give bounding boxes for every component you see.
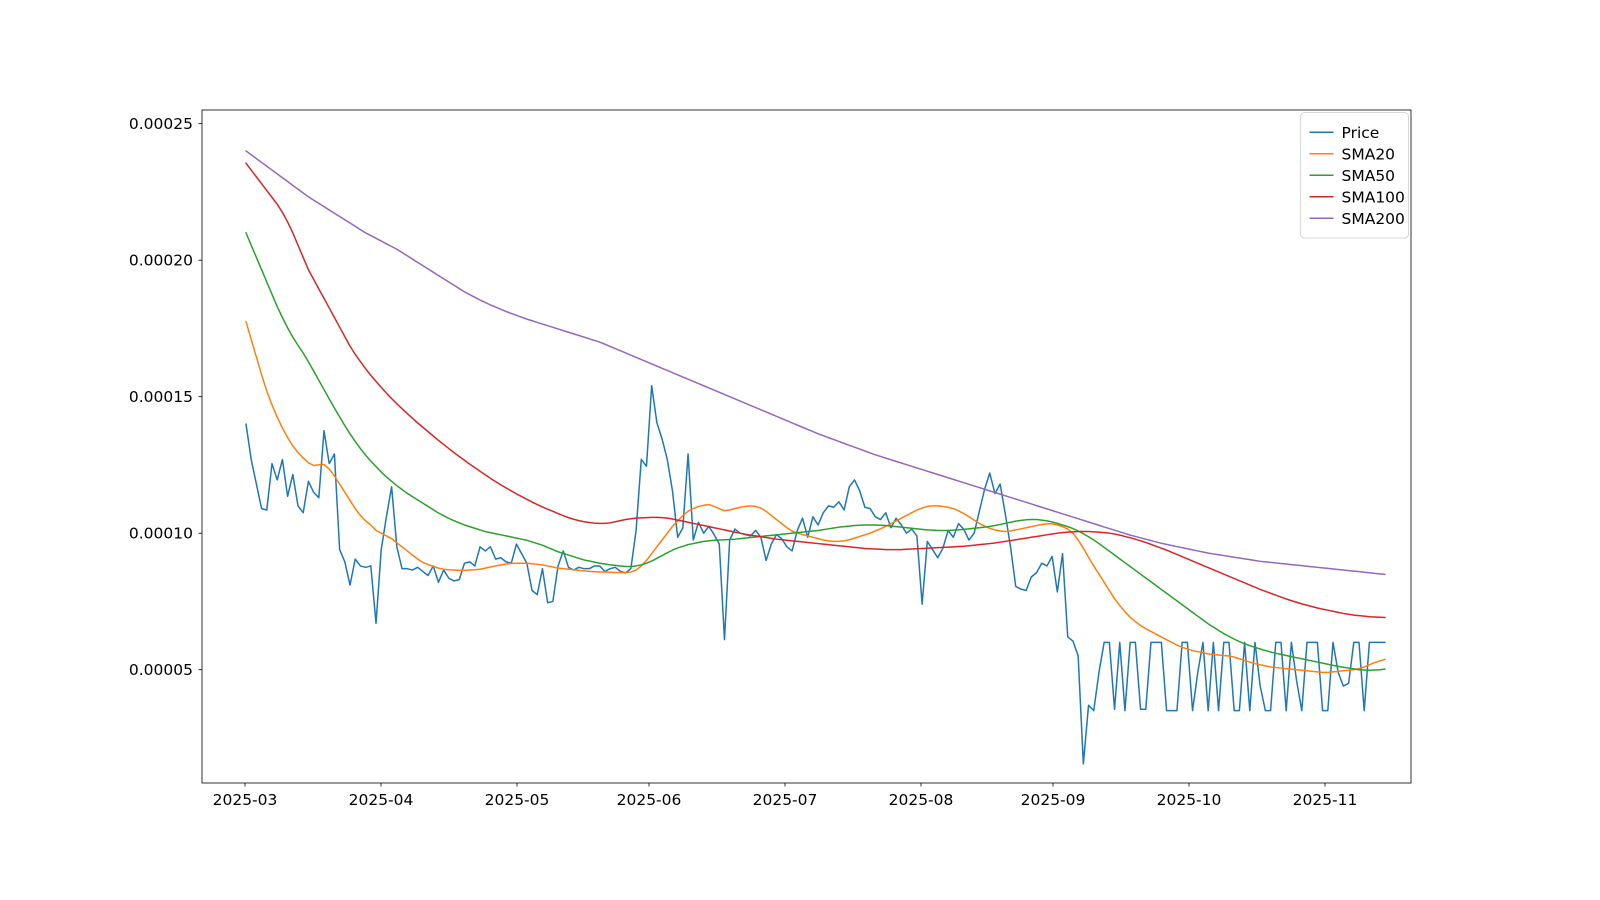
legend-label-price[interactable]: Price bbox=[1342, 124, 1380, 142]
series-line-sma50 bbox=[245, 232, 1386, 671]
series-line-sma20 bbox=[245, 320, 1386, 674]
x-tick-label: 2025-06 bbox=[617, 791, 682, 809]
x-tick-label: 2025-03 bbox=[213, 791, 278, 809]
legend-label-sma50[interactable]: SMA50 bbox=[1342, 167, 1396, 185]
y-tick-label: 0.00020 bbox=[129, 252, 193, 270]
chart-legend[interactable]: Price SMA20 SMA50 SMA100 SMA200 bbox=[1300, 112, 1409, 239]
series-line-sma100 bbox=[245, 162, 1386, 619]
y-tick-label: 0.00025 bbox=[129, 115, 193, 133]
series-line-sma200 bbox=[245, 150, 1386, 576]
y-tick-label: 0.00015 bbox=[129, 388, 193, 406]
x-tick-label: 2025-05 bbox=[485, 791, 550, 809]
x-axis-ticks: 2025-03 2025-04 2025-05 2025-06 2025-07 2025-… bbox=[213, 783, 1358, 809]
x-tick-label: 2025-08 bbox=[889, 791, 954, 809]
series-line-price bbox=[245, 385, 1386, 765]
legend-label-sma200[interactable]: SMA200 bbox=[1342, 210, 1405, 228]
y-axis-ticks: 0.00005 0.00010 0.00015 0.00020 0.00025 bbox=[129, 115, 202, 679]
legend-label-sma100[interactable]: SMA100 bbox=[1342, 188, 1405, 206]
x-tick-label: 2025-10 bbox=[1157, 791, 1222, 809]
data-series-group bbox=[245, 150, 1386, 765]
x-tick-label: 2025-07 bbox=[753, 791, 818, 809]
legend-box bbox=[1300, 112, 1409, 239]
legend-label-sma20[interactable]: SMA20 bbox=[1342, 145, 1396, 163]
y-tick-label: 0.00005 bbox=[129, 661, 193, 679]
x-tick-label: 2025-04 bbox=[349, 791, 414, 809]
axes-frame bbox=[201, 109, 1412, 784]
y-tick-label: 0.00010 bbox=[129, 525, 193, 543]
x-tick-label: 2025-09 bbox=[1021, 791, 1086, 809]
x-tick-label: 2025-11 bbox=[1293, 791, 1358, 809]
